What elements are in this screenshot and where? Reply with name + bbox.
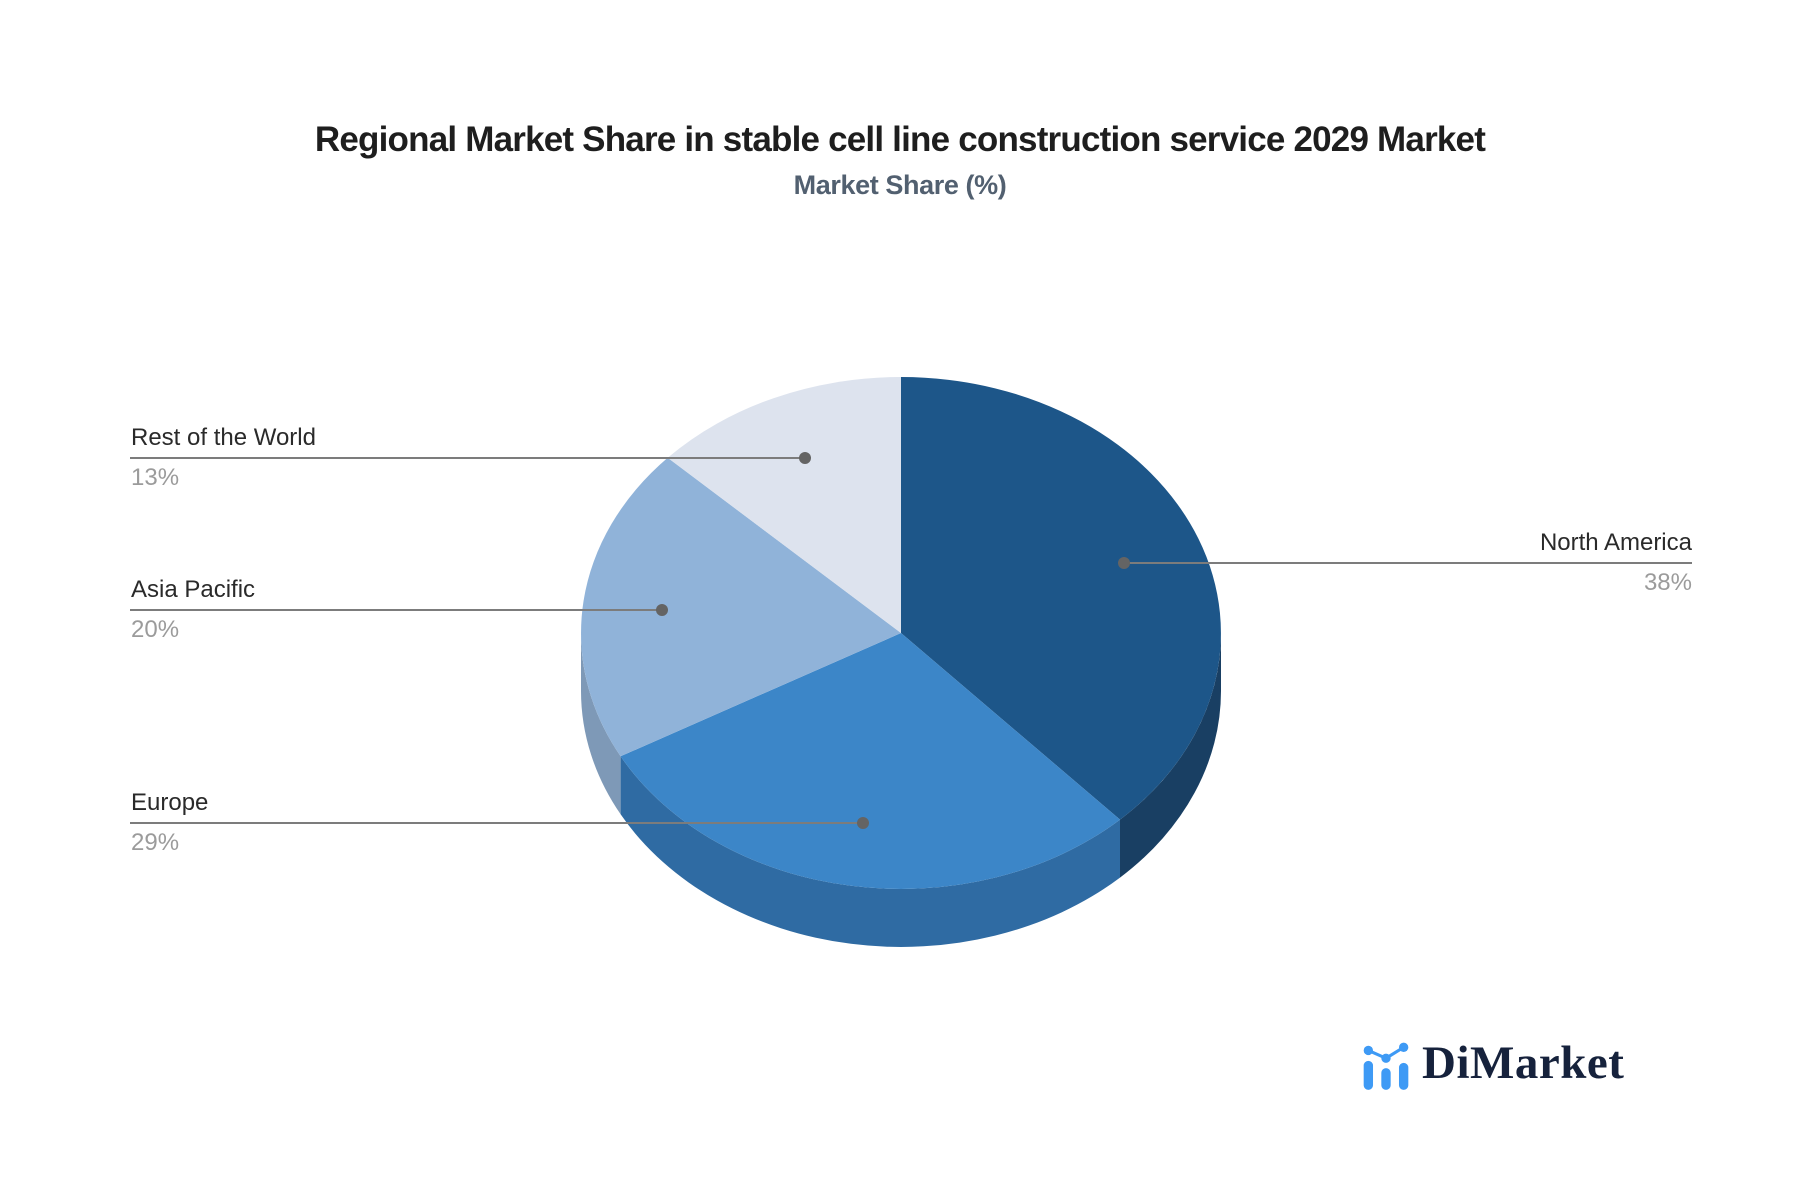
pie-slice-side-north-america: [1120, 633, 1221, 878]
callout-value-rest-of-world: 13%: [131, 464, 180, 491]
pie-slice-north-america[interactable]: [901, 377, 1221, 820]
chart-subtitle: Market Share (%): [793, 170, 1007, 200]
leader-dot-europe: [857, 817, 869, 829]
callout-label-europe: Europe: [131, 789, 209, 816]
chart-title: Regional Market Share in stable cell lin…: [314, 120, 1486, 159]
pie-slice-europe[interactable]: [620, 633, 1120, 889]
logo-text: DiMarket: [1422, 1036, 1625, 1089]
callout-value-europe: 29%: [131, 829, 180, 856]
leader-dot-rest-of-world: [799, 452, 811, 464]
callout-value-asia-pacific: 20%: [131, 616, 180, 643]
bar-line-chart-icon: [1363, 1042, 1409, 1090]
callout-label-rest-of-world: Rest of the World: [131, 424, 316, 451]
callout-value-north-america: 38%: [1643, 569, 1692, 596]
dimarket-logo: DiMarket: [1362, 1034, 1624, 1096]
leader-dot-north-america: [1118, 557, 1130, 569]
callout-label-north-america: North America: [1539, 529, 1692, 556]
pie-slice-asia-pacific[interactable]: [581, 457, 901, 757]
leader-dot-asia-pacific: [656, 604, 668, 616]
pie-slice-side-asia-pacific: [581, 633, 621, 815]
pie-slice-side-europe: [620, 756, 1120, 947]
pie-slice-rest-of-world[interactable]: [667, 377, 901, 633]
callout-label-asia-pacific: Asia Pacific: [131, 576, 256, 603]
